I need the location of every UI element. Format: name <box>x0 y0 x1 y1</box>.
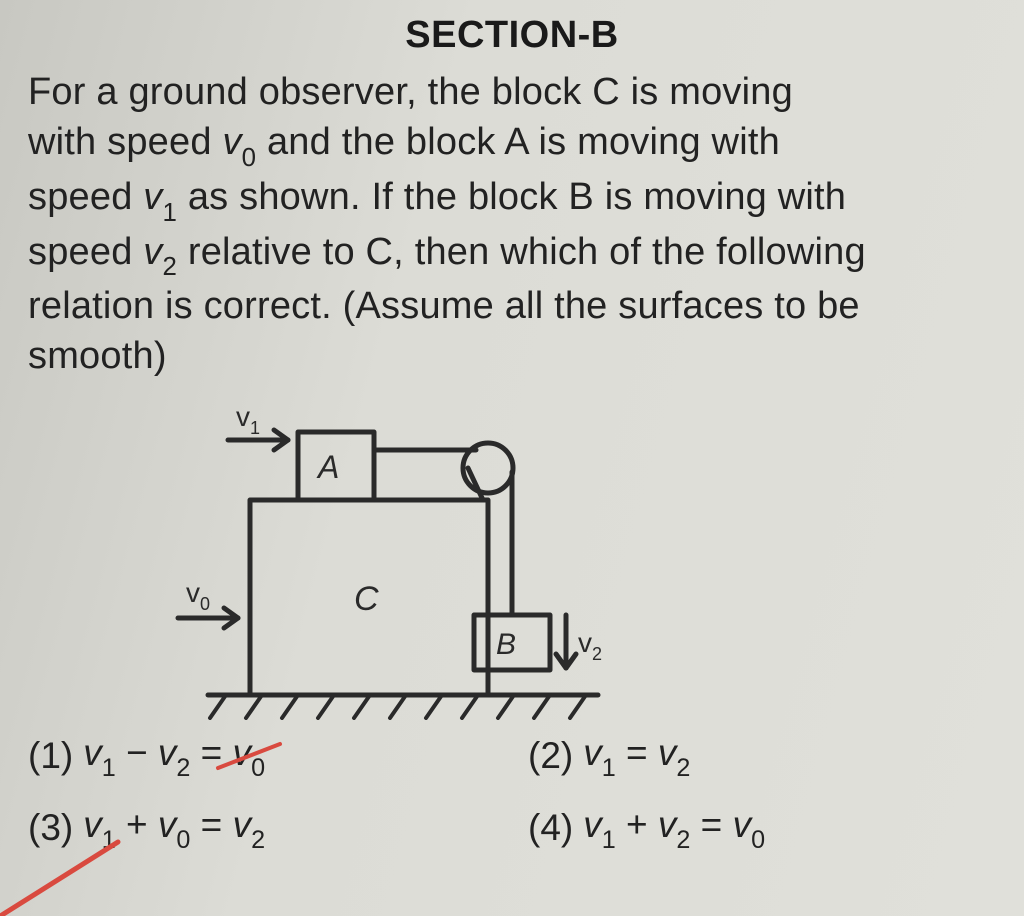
option-1: (1) v1 − v2 = v0 <box>28 732 528 780</box>
option-2: (2) v1 = v2 <box>528 732 1018 780</box>
option-1-num: (1) <box>28 735 73 777</box>
option-2-expr: v1 = v2 <box>583 732 690 780</box>
diagram-label-b: B <box>496 628 516 661</box>
problem-line2a: with speed <box>28 121 222 163</box>
problem-v1: v <box>143 176 162 218</box>
problem-v0: v <box>222 121 241 163</box>
options-grid: (1) v1 − v2 = v0 (2) v1 = v2 (3) v1 + v0… <box>28 732 996 853</box>
option-4: (4) v1 + v2 = v0 <box>528 804 1018 852</box>
option-4-num: (4) <box>528 807 573 849</box>
physics-diagram-svg: A B C v1 v0 v2 <box>158 400 643 720</box>
problem-line3a: speed <box>28 176 143 218</box>
problem-line2b: and the block A is moving with <box>256 121 780 163</box>
diagram-label-c: C <box>354 580 379 618</box>
diagram: A B C v1 v0 v2 <box>158 400 643 720</box>
section-title: SECTION-B <box>28 14 996 57</box>
option-3-num: (3) <box>28 807 73 849</box>
diagram-label-v1: v1 <box>236 401 260 438</box>
problem-v2-sub: 2 <box>163 253 178 281</box>
option-3-expr: v1 + v0 = v2 <box>83 804 265 852</box>
problem-line4b: relative to C, then which of the followi… <box>177 231 866 273</box>
problem-v1-sub: 1 <box>163 199 178 227</box>
option-3: (3) v1 + v0 = v2 <box>28 804 528 852</box>
diagram-label-v0: v0 <box>186 577 210 614</box>
problem-line1: For a ground observer, the block C is mo… <box>28 71 793 113</box>
problem-line4a: speed <box>28 231 143 273</box>
problem-line3b: as shown. If the block B is moving with <box>177 176 846 218</box>
problem-line6: smooth) <box>28 335 167 377</box>
problem-statement: For a ground observer, the block C is mo… <box>28 67 996 382</box>
option-4-expr: v1 + v2 = v0 <box>583 804 765 852</box>
page-root: SECTION-B For a ground observer, the blo… <box>0 0 1024 916</box>
diagram-label-v2: v2 <box>578 627 602 664</box>
problem-line5: relation is correct. (Assume all the sur… <box>28 285 860 327</box>
option-1-expr: v1 − v2 = v0 <box>83 732 265 780</box>
problem-v0-sub: 0 <box>242 144 257 172</box>
diagram-label-a: A <box>316 449 339 485</box>
option-2-num: (2) <box>528 735 573 777</box>
problem-v2: v <box>143 231 162 273</box>
